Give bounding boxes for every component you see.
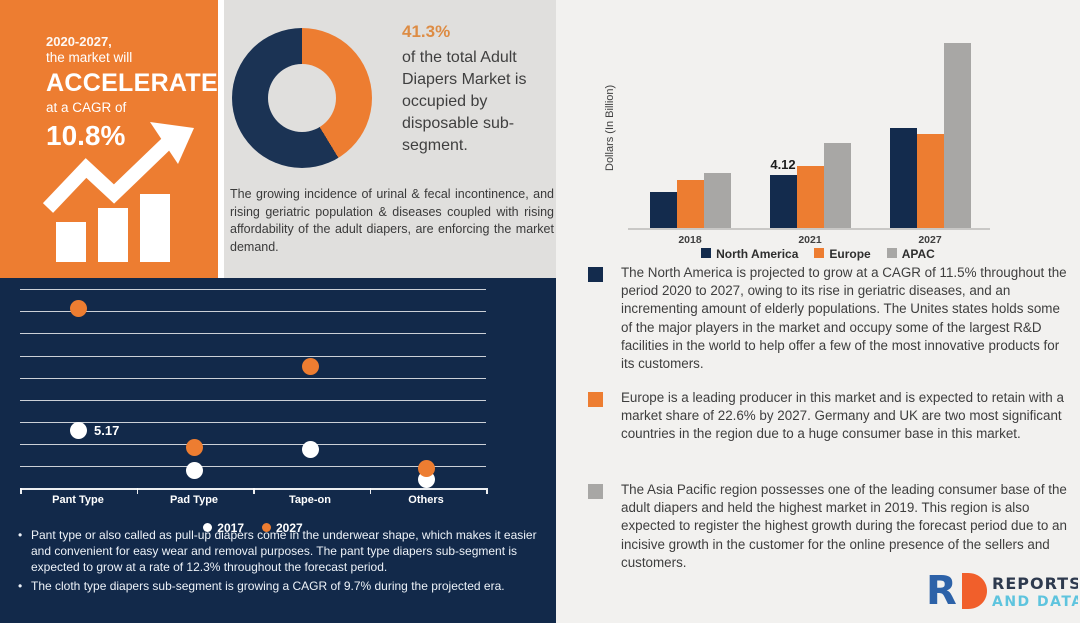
category-label-others: Others: [408, 494, 444, 506]
product-type-dot-chart: Pant Type Pad Type Tape-on Others 5.17: [0, 278, 556, 538]
regional-panel: Dollars (In Billion) 2018 2021 2027 4.12 No…: [556, 0, 1080, 623]
region-bullet-north-america: The North America is projected to grow a…: [588, 264, 1070, 373]
cagr-accelerate: ACCELERATE: [46, 69, 218, 98]
dot-2017-tape-on: [301, 440, 319, 458]
cagr-period: 2020-2027,: [46, 34, 112, 49]
europe-text: Europe is a leading producer in this mar…: [621, 390, 1064, 442]
gridline: [20, 311, 486, 313]
gridline: [20, 399, 486, 401]
bar-apac-2021: [823, 143, 851, 228]
north-america-marker: [588, 267, 603, 282]
bar-europe-2027: [916, 134, 944, 228]
dot-2017-pad-type: [185, 462, 203, 480]
category-label-pad-type: Pad Type: [169, 494, 219, 506]
dot-2027-pant-type: [69, 299, 87, 317]
category-label-2021: 2021: [798, 234, 822, 246]
growth-chart-icon: [42, 122, 194, 262]
data-label: 4.12: [770, 157, 796, 172]
product-type-panel: Pant Type Pad Type Tape-on Others 5.17 2017 2…: [0, 278, 556, 623]
regional-bar-chart: Dollars (In Billion) 2018 2021 2027 4.12: [556, 0, 1080, 262]
bar-apac-2027: [943, 42, 971, 228]
x-axis-line: [628, 228, 990, 230]
product-type-bullets: Pant type or also called as pull-up diap…: [14, 528, 546, 599]
gridline: [20, 377, 486, 379]
cagr-value: 10.8%: [46, 120, 126, 152]
dot-2017-pant-type: [69, 422, 87, 440]
bullet-cloth-type: The cloth type diapers sub-segment is gr…: [14, 579, 546, 595]
bar-chart-legend: North America Europe APAC: [556, 247, 1080, 261]
axis-tick: [136, 488, 138, 494]
apac-text: The Asia Pacific region possesses one of…: [621, 482, 1067, 570]
bullet-pant-type: Pant type or also called as pull-up diap…: [14, 528, 546, 575]
category-label-2018: 2018: [678, 234, 702, 246]
bar-north-america-2021: [769, 175, 797, 228]
bar-chart-y-axis-label: Dollars (In Billion): [604, 84, 616, 172]
category-label-tape-on: Tape-on: [289, 494, 331, 506]
region-bullet-europe: Europe is a leading producer in this mar…: [588, 389, 1070, 444]
axis-tick: [486, 488, 488, 494]
bar-apac-2018: [703, 172, 731, 228]
cagr-text-block: 2020-2027, the market will ACCELERATE at…: [46, 34, 218, 153]
gridline: [20, 289, 486, 291]
gridline: [20, 355, 486, 357]
gridline: [20, 333, 486, 335]
legend-item-europe: Europe: [814, 247, 871, 261]
north-america-text: The North America is projected to grow a…: [621, 265, 1067, 372]
donut-value-callout: 41.3%: [402, 22, 451, 41]
legend-square-icon: [886, 248, 897, 258]
axis-tick: [253, 488, 255, 494]
category-label-2027: 2027: [918, 234, 942, 246]
donut-panel: 41.3% of the total Adult Diapers Market …: [224, 0, 556, 278]
market-demand-paragraph: The growing incidence of urinal & fecal …: [230, 187, 554, 254]
cagr-highlight-panel: 2020-2027, the market will ACCELERATE at…: [0, 0, 218, 278]
gridline: [20, 443, 486, 445]
svg-text:AND DATA: AND DATA: [992, 594, 1078, 610]
cagr-line: at a CAGR of: [46, 100, 127, 116]
apac-marker: [588, 484, 603, 499]
region-bullet-apac: The Asia Pacific region possesses one of…: [588, 481, 1070, 572]
legend-item-north-america: North America: [701, 247, 798, 261]
reports-and-data-logo: R REPORTS AND DATA: [926, 570, 1078, 614]
bar-north-america-2018: [649, 192, 677, 228]
bar-europe-2018: [676, 180, 704, 228]
legend-item-apac: APAC: [886, 247, 935, 261]
europe-marker: [588, 392, 603, 407]
gridline: [20, 421, 486, 423]
axis-tick: [20, 488, 22, 494]
bar-north-america-2027: [889, 127, 917, 228]
axis-tick: [369, 488, 371, 494]
disposable-share-donut-chart: [232, 28, 372, 168]
cagr-line: the market will: [46, 50, 133, 66]
data-label: 5.17: [94, 422, 120, 438]
category-label-pant-type: Pant Type: [52, 494, 104, 506]
dot-2027-pad-type: [185, 439, 203, 457]
legend-square-icon: [814, 248, 825, 258]
bar-europe-2021: [796, 166, 824, 228]
svg-text:R: R: [926, 570, 957, 614]
dot-2027-others: [417, 460, 435, 478]
donut-headline: of the total Adult Diapers Market is occ…: [402, 49, 527, 154]
donut-caption: 41.3% of the total Adult Diapers Market …: [402, 22, 560, 157]
dot-2027-tape-on: [301, 358, 319, 376]
gridline: [20, 465, 486, 467]
legend-square-icon: [701, 248, 712, 258]
svg-text:REPORTS: REPORTS: [992, 574, 1078, 593]
